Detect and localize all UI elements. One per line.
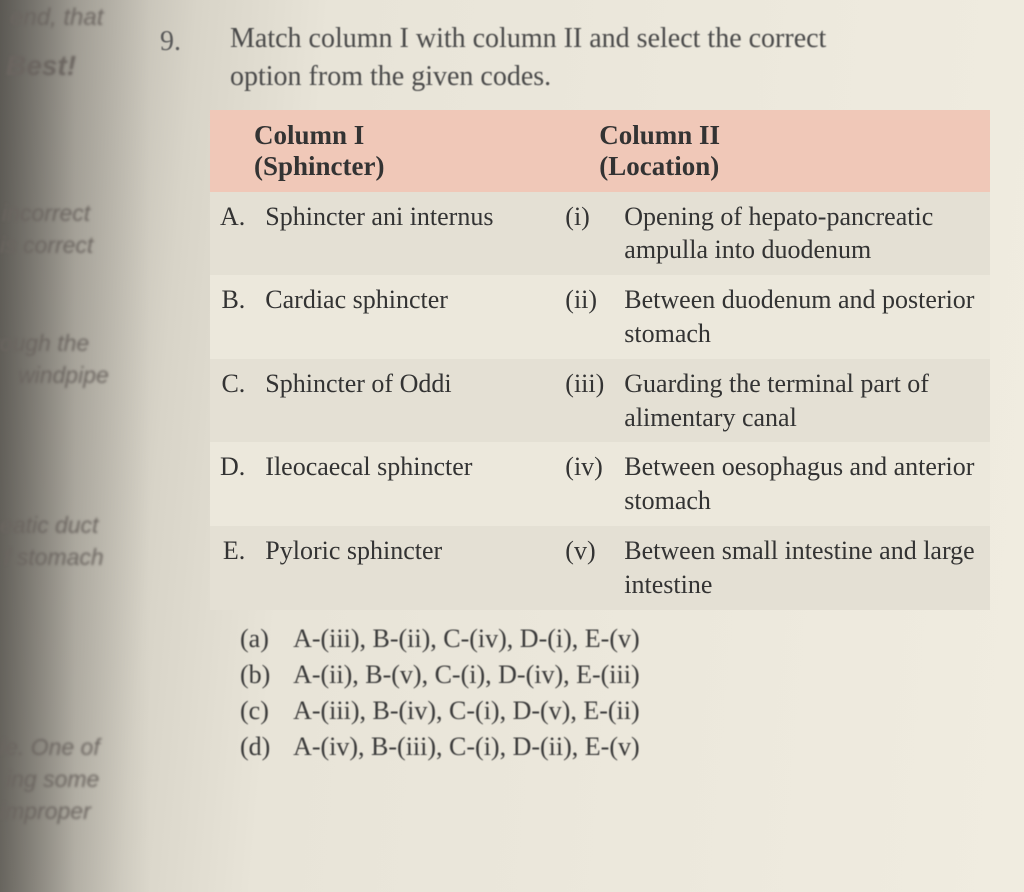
option-label: (d) [240,732,288,762]
row-sphincter: Sphincter of Oddi [255,359,555,443]
option-d: (d) A-(iv), B-(iii), C-(i), D-(ii), E-(v… [240,732,974,762]
col1-header-sub: (Sphincter) [254,151,541,182]
row-letter: E. [210,526,255,610]
row-sphincter: Cardiac sphincter [255,275,555,359]
option-label: (b) [240,660,288,690]
col2-header-main: Column II [599,120,720,150]
option-label: (c) [240,696,288,726]
row-letter: D. [210,442,255,526]
row-location: Between oesophagus and anterior stomach [614,442,990,526]
margin-frag: is correct [0,232,93,259]
row-location: Opening of hepato-pancreatic ampulla int… [614,192,990,276]
row-roman: (v) [555,526,614,610]
question-stem: Match column I with column II and select… [230,20,974,96]
table-row: E. Pyloric sphincter (v) Between small i… [210,526,990,610]
row-sphincter: Ileocaecal sphincter [255,442,555,526]
row-sphincter: Pyloric sphincter [255,526,555,610]
option-text: A-(iii), B-(iv), C-(i), D-(v), E-(ii) [293,696,640,725]
option-text: A-(iii), B-(ii), C-(iv), D-(i), E-(v) [293,624,640,653]
table-row: A. Sphincter ani internus (i) Opening of… [210,192,990,276]
stem-line: Match column I with column II and select… [230,23,826,54]
row-location: Guarding the terminal part of alimentary… [614,359,990,443]
margin-frag: improper [0,798,91,825]
table-row: B. Cardiac sphincter (ii) Between duoden… [210,275,990,359]
row-letter: A. [210,192,255,276]
row-location: Between duodenum and posterior stomach [614,275,990,359]
margin-frag: Best! [6,50,76,82]
margin-frag: f stomach [4,544,104,571]
option-label: (a) [240,624,288,654]
row-roman: (i) [555,192,614,276]
row-roman: (iv) [555,442,614,526]
margin-frag: rough the [0,330,89,357]
row-roman: (iii) [555,359,614,443]
option-a: (a) A-(iii), B-(ii), C-(iv), D-(i), E-(v… [240,624,974,654]
margin-frag: end, that [10,4,103,32]
answer-options: (a) A-(iii), B-(ii), C-(iv), D-(i), E-(v… [240,624,974,762]
row-sphincter: Sphincter ani internus [255,192,555,276]
match-table: Column I (Sphincter) Column II (Location… [210,110,990,610]
row-letter: C. [210,359,255,443]
col1-header-main: Column I [254,120,364,150]
col1-header: Column I (Sphincter) [210,110,555,192]
table-row: D. Ileocaecal sphincter (iv) Between oes… [210,442,990,526]
question-body: Match column I with column II and select… [140,0,1004,892]
option-b: (b) A-(ii), B-(v), C-(i), D-(iv), E-(iii… [240,660,974,690]
page-margin: end, that Best! incorrect is correct rou… [0,0,140,892]
col2-header-sub: (Location) [599,151,976,182]
margin-frag: eatic duct [0,512,98,539]
stem-line: option from the given codes. [230,61,551,92]
row-letter: B. [210,275,255,359]
option-c: (c) A-(iii), B-(iv), C-(i), D-(v), E-(ii… [240,696,974,726]
margin-frag: windpipe [18,362,109,389]
row-location: Between small intestine and large intest… [614,526,990,610]
option-text: A-(iv), B-(iii), C-(i), D-(ii), E-(v) [293,732,640,761]
margin-frag: incorrect [2,200,90,227]
margin-frag: le. One of [0,734,100,761]
col2-header: Column II (Location) [555,110,990,192]
option-text: A-(ii), B-(v), C-(i), D-(iv), E-(iii) [293,660,640,689]
table-row: C. Sphincter of Oddi (iii) Guarding the … [210,359,990,443]
margin-frag: ing some [6,766,99,793]
row-roman: (ii) [555,275,614,359]
